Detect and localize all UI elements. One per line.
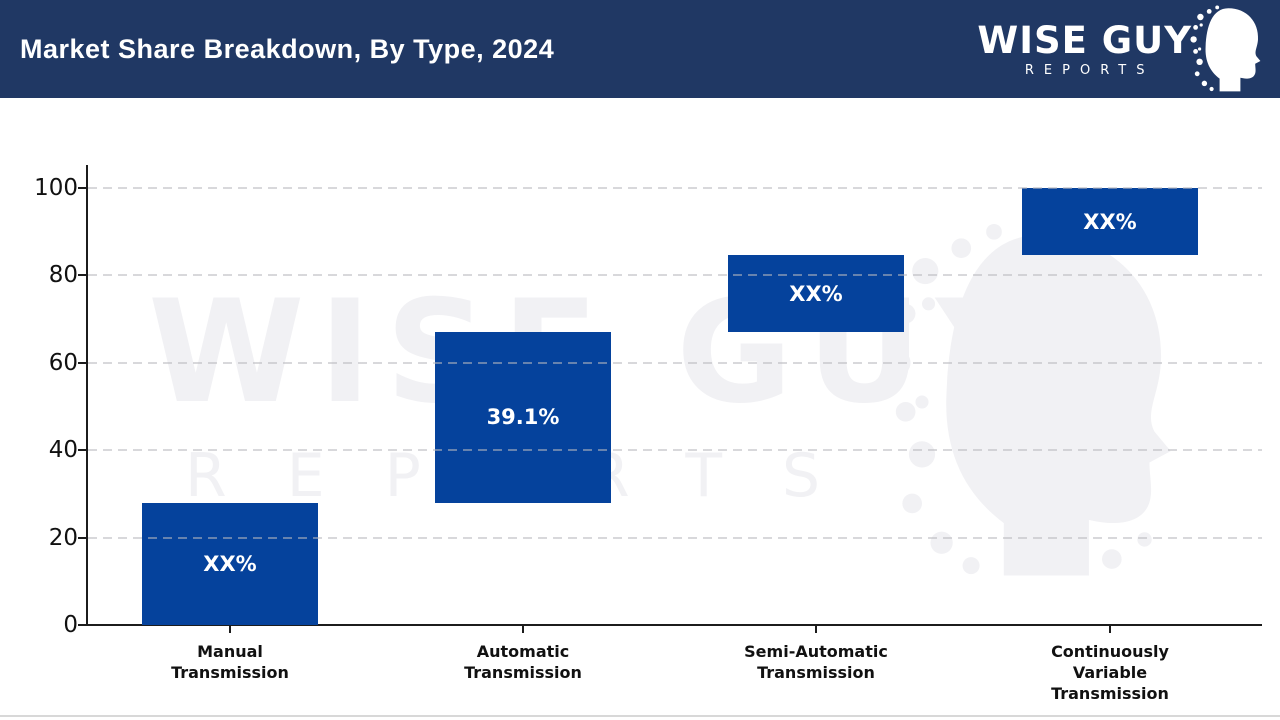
y-tick-mark — [78, 449, 86, 452]
y-tick-mark — [78, 624, 86, 626]
gridline — [88, 536, 1262, 539]
y-tick-mark — [78, 536, 86, 539]
x-tick-label: Manual Transmission — [171, 642, 289, 682]
x-tick-mark — [815, 626, 817, 633]
report-header: Market Share Breakdown, By Type, 2024 WI… — [0, 0, 1280, 98]
x-axis-line — [86, 624, 1262, 626]
y-tick-label: 0 — [63, 612, 78, 638]
y-tick-label: 80 — [48, 262, 78, 289]
y-tick-mark — [78, 187, 86, 189]
bar-value-label: 39.1% — [486, 405, 560, 430]
bar-value-label: XX% — [203, 551, 257, 576]
y-tick-label: 40 — [48, 437, 78, 464]
bar — [142, 502, 318, 625]
bar — [728, 255, 904, 332]
bar — [435, 331, 611, 503]
bar-value-label: XX% — [789, 281, 843, 306]
bar-value-label: XX% — [1083, 209, 1137, 234]
gridline — [88, 361, 1262, 364]
y-tick-mark — [78, 361, 86, 364]
brand-dotted-head-icon — [1190, 5, 1261, 92]
x-tick-label: Continuously Variable Transmission — [1051, 642, 1169, 703]
brand-logo-text: WISE GUY REPORTS — [977, 22, 1192, 77]
y-tick-label: 60 — [48, 349, 78, 376]
y-axis-line — [86, 165, 88, 626]
y-tick-label: 20 — [48, 524, 78, 551]
brand-wordmark: WISE GUY — [977, 18, 1192, 62]
gridline — [88, 449, 1262, 452]
x-tick-label: Semi-Automatic Transmission — [744, 642, 888, 682]
gridline — [88, 274, 1262, 277]
x-tick-mark — [1109, 626, 1111, 633]
bar — [1022, 188, 1198, 256]
brand-logo: WISE GUY REPORTS — [977, 5, 1264, 93]
x-tick-label: Automatic Transmission — [464, 642, 582, 682]
page-title: Market Share Breakdown, By Type, 2024 — [20, 33, 555, 64]
bottom-divider — [0, 715, 1280, 717]
gridline — [88, 187, 1262, 189]
x-tick-mark — [229, 626, 231, 633]
x-tick-mark — [522, 626, 524, 633]
brand-reports-text: REPORTS — [1024, 62, 1155, 78]
y-tick-label: 100 — [34, 175, 78, 201]
y-tick-mark — [78, 274, 86, 277]
